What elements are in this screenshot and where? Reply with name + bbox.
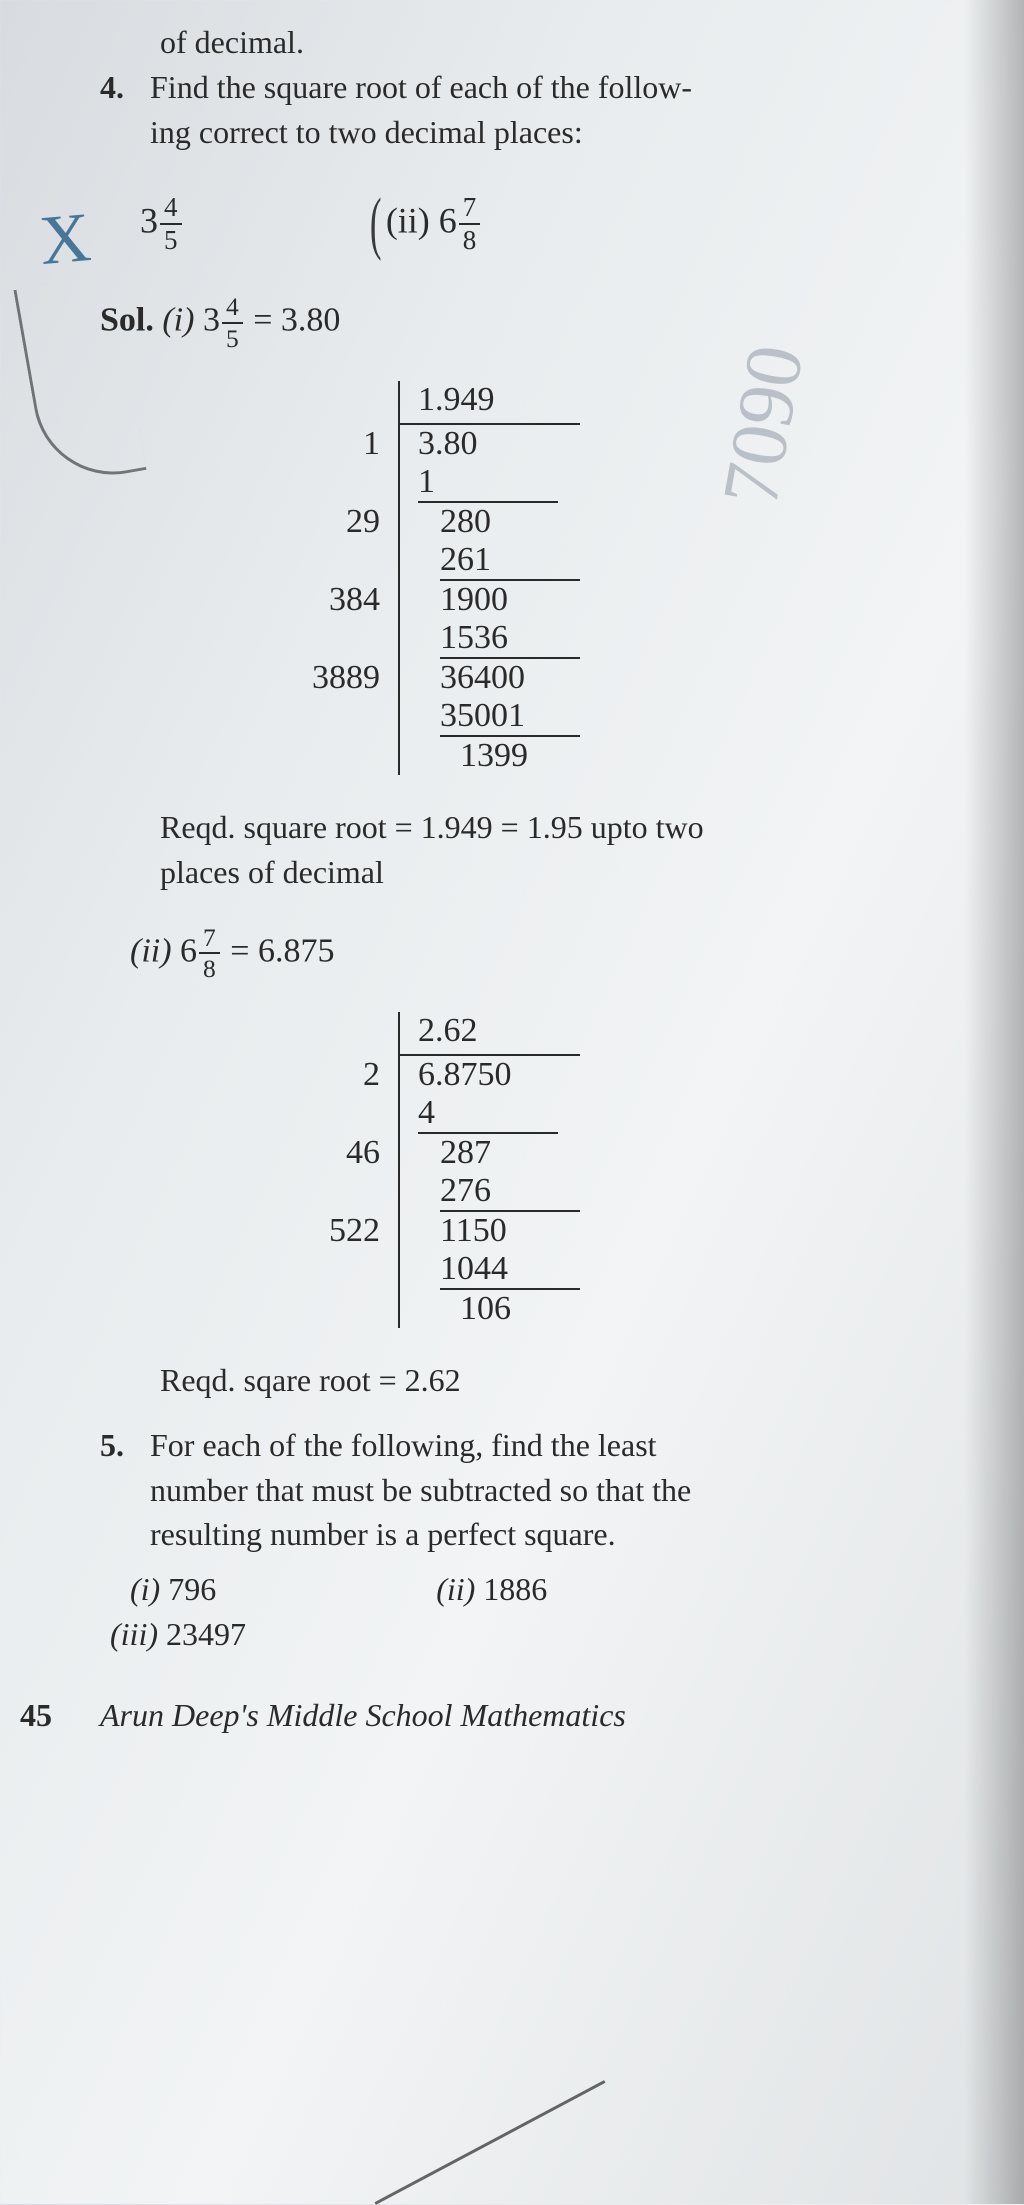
solution-ii: (ii) 678 = 6.875 — [130, 925, 920, 982]
long-division-1: 1.949 13.80 1 29280 261 3841900 1536 388… — [280, 381, 920, 775]
q5-number: 5. — [100, 1423, 150, 1557]
page-shadow — [964, 0, 1024, 2204]
q4-opt-ii: ( (ii) 678 — [364, 184, 483, 264]
result-1b: places of decimal — [160, 850, 920, 895]
q4-text-1: Find the square root of each of the foll… — [150, 65, 692, 110]
question-4: 4. Find the square root of each of the f… — [100, 65, 920, 155]
question-5: 5. For each of the following, find the l… — [100, 1423, 920, 1557]
page-content: of decimal. 4. Find the square root of e… — [100, 20, 920, 1734]
page-number: 45 — [20, 1697, 100, 1734]
q4-options: 345 ( (ii) 678 — [140, 184, 920, 264]
q5-opt-i: (i) 796 — [130, 1567, 216, 1612]
paren-icon: ( — [369, 184, 381, 264]
handwritten-strike — [375, 2080, 606, 2205]
q4-number: 4. — [100, 65, 150, 155]
long-division-2: 2.62 26.8750 4 46287 276 5221150 1044 10… — [280, 1012, 920, 1328]
q5-text-3: resulting number is a perfect square. — [150, 1512, 691, 1557]
footer-text: Arun Deep's Middle School Mathematics — [100, 1697, 626, 1734]
prev-line: of decimal. — [160, 20, 920, 65]
q5-options-row2: (iii) 23497 — [110, 1612, 920, 1657]
result-2: Reqd. sqare root = 2.62 — [160, 1358, 920, 1403]
result-1a: Reqd. square root = 1.949 = 1.95 upto tw… — [160, 805, 920, 850]
handwritten-x: X — [37, 198, 94, 282]
q4-text-2: ing correct to two decimal places: — [150, 110, 692, 155]
q5-text-2: number that must be subtracted so that t… — [150, 1468, 691, 1513]
q5-options-row1: (i) 796 (ii) 1886 — [130, 1567, 920, 1612]
q5-opt-iii: (iii) 23497 — [110, 1616, 246, 1652]
solution-i: Sol. (i) 345 = 3.80 — [100, 294, 920, 351]
q4-opt-i: 345 — [140, 194, 184, 254]
q5-opt-ii: (ii) 1886 — [436, 1567, 547, 1612]
q5-text-1: For each of the following, find the leas… — [150, 1423, 691, 1468]
page-footer: 45 Arun Deep's Middle School Mathematics — [20, 1697, 920, 1734]
